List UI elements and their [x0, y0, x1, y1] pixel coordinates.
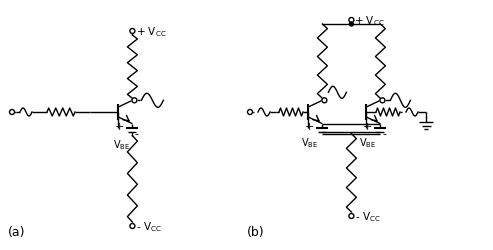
Text: V$_{\mathrm{BE}}$: V$_{\mathrm{BE}}$	[113, 138, 131, 152]
Text: -: -	[324, 128, 328, 138]
Circle shape	[130, 30, 135, 34]
Text: (a): (a)	[8, 225, 26, 238]
Circle shape	[349, 18, 354, 24]
Text: -: -	[383, 128, 387, 138]
Text: + V$_{\mathrm{CC}}$: + V$_{\mathrm{CC}}$	[354, 14, 385, 28]
Circle shape	[349, 214, 354, 219]
Text: V$_{\mathrm{BE}}$: V$_{\mathrm{BE}}$	[359, 136, 376, 150]
Circle shape	[350, 23, 353, 27]
Circle shape	[322, 98, 327, 103]
Text: V$_{\mathrm{BE}}$: V$_{\mathrm{BE}}$	[301, 136, 318, 150]
Circle shape	[130, 224, 135, 228]
Circle shape	[132, 98, 137, 103]
Circle shape	[9, 110, 14, 115]
Text: (b): (b)	[247, 225, 265, 238]
Text: +: +	[305, 121, 315, 131]
Text: - V$_{\mathrm{CC}}$: - V$_{\mathrm{CC}}$	[355, 209, 381, 223]
Text: -: -	[135, 128, 139, 138]
Text: - V$_{\mathrm{CC}}$: - V$_{\mathrm{CC}}$	[137, 219, 162, 233]
Text: +: +	[363, 121, 372, 131]
Text: + V$_{\mathrm{CC}}$: + V$_{\mathrm{CC}}$	[137, 25, 167, 39]
Text: +: +	[115, 121, 124, 131]
Circle shape	[380, 98, 385, 103]
Circle shape	[247, 110, 252, 115]
